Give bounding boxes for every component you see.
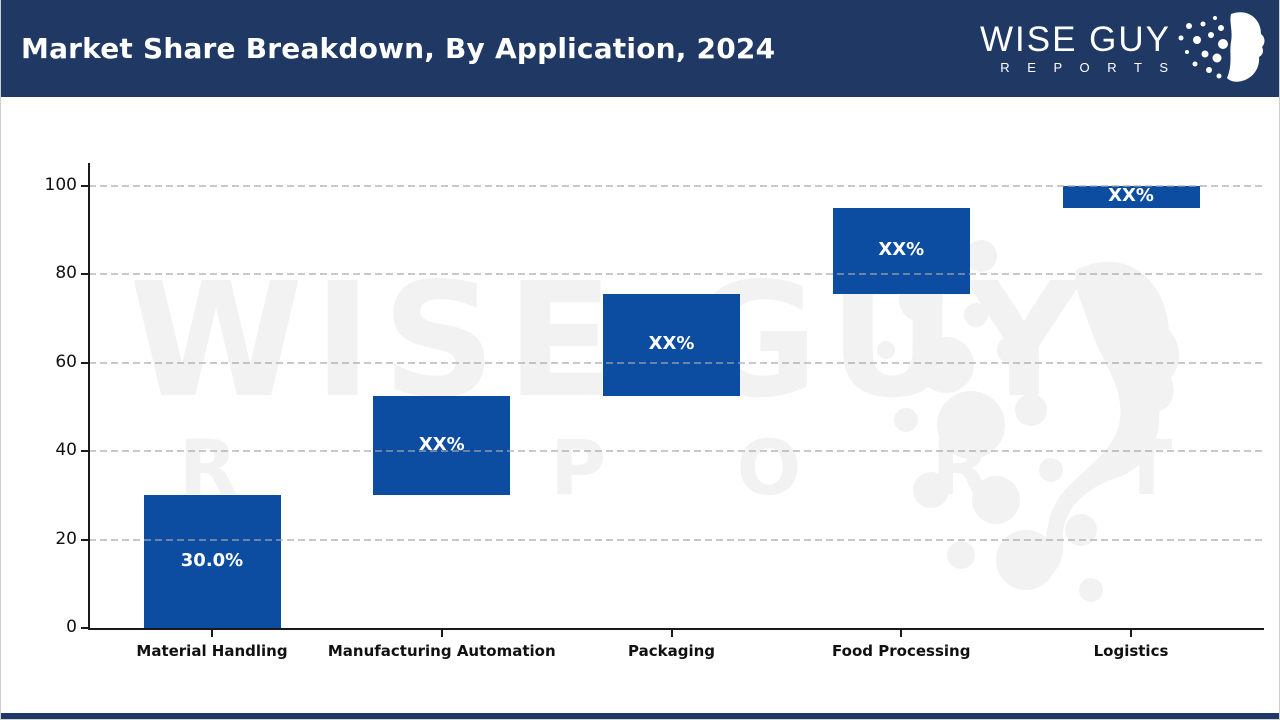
x-tick-3 [900, 630, 903, 637]
logo-head-icon [1178, 11, 1265, 82]
x-tick-1 [440, 630, 443, 637]
bar-packaging [603, 294, 740, 396]
y-axis-spine [88, 163, 90, 630]
x-axis-spine [88, 628, 1264, 630]
bar-logistics [1062, 186, 1200, 209]
gridline-60 [89, 361, 1263, 364]
gridline-40 [89, 450, 1263, 453]
bar-value-label: XX% [1108, 185, 1154, 207]
x-category-label: Packaging [628, 642, 715, 660]
header-bar: Market Share Breakdown, By Application, … [1, 0, 1279, 97]
x-category-label: Manufacturing Automation [327, 642, 556, 660]
x-category-label: Material Handling [136, 642, 288, 660]
y-tick-label-40: 40 [55, 440, 77, 461]
bar-value-label: 30.0% [180, 549, 244, 571]
x-category-label: Logistics [1093, 642, 1169, 660]
gridline-100 [89, 185, 1263, 187]
x-category-label: Food Processing [832, 642, 971, 660]
wise-guy-reports-logo: WISE GUY R E P O R T S [979, 8, 1279, 90]
y-tick-0 [81, 627, 88, 629]
page-title: Market Share Breakdown, By Application, … [21, 32, 776, 65]
bar-food-processing [832, 208, 970, 295]
bar-value-label: XX% [878, 239, 925, 261]
bar-manufacturing-automation [373, 395, 511, 496]
watermark-head-dots-graphic [877, 229, 1179, 602]
y-tick-label-80: 80 [55, 263, 77, 284]
y-tick-40 [81, 450, 88, 453]
x-tick-2 [670, 630, 673, 637]
logo-wordmark: WISE GUY [979, 20, 1171, 60]
gridline-80 [89, 273, 1263, 276]
bar-material-handling [143, 495, 281, 628]
gridline-20 [89, 538, 1263, 541]
x-tick-4 [1130, 630, 1132, 637]
footer-bar [1, 713, 1279, 719]
y-tick-label-20: 20 [55, 528, 77, 549]
logo-text: WISE GUY R E P O R T S [979, 20, 1171, 75]
y-tick-100 [81, 185, 88, 187]
y-tick-60 [81, 361, 88, 364]
bar-value-label: XX% [418, 433, 465, 455]
y-tick-label-100: 100 [44, 175, 77, 195]
y-tick-label-0: 0 [66, 617, 77, 637]
y-tick-80 [81, 273, 88, 276]
y-tick-20 [81, 538, 88, 541]
bar-value-label: XX% [648, 333, 695, 355]
y-tick-label-60: 60 [55, 351, 77, 372]
logo-subtitle: R E P O R T S [1000, 59, 1175, 75]
x-tick-0 [211, 630, 213, 637]
